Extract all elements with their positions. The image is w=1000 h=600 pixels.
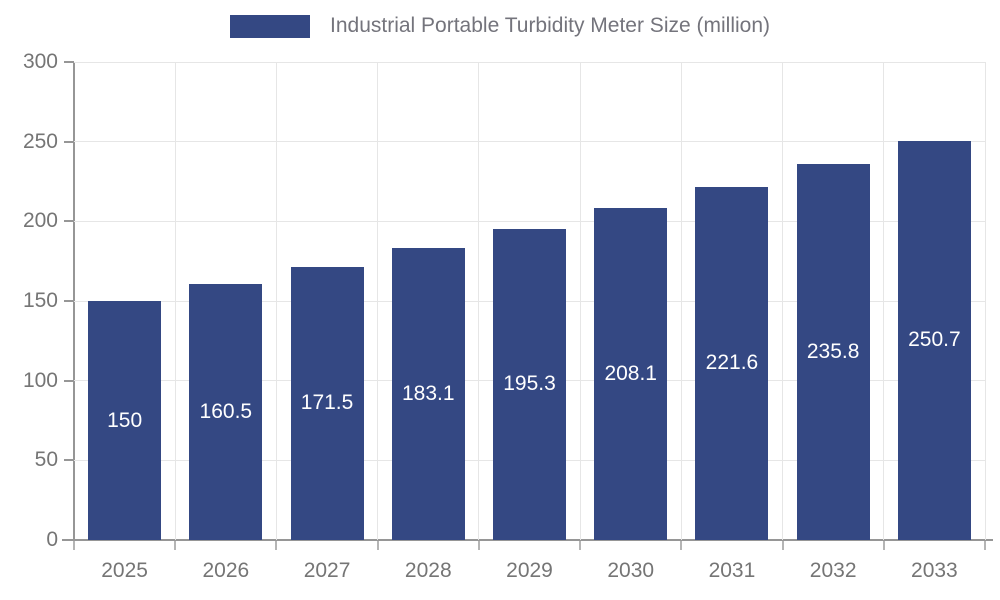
x-tick-label: 2031 <box>708 559 756 582</box>
gridline-vertical <box>984 62 986 540</box>
gridline-vertical <box>680 62 682 540</box>
bar-2025[interactable] <box>88 301 161 540</box>
x-axis-tick <box>579 541 582 550</box>
bar-value-label: 208.1 <box>604 362 657 386</box>
legend-label: Industrial Portable Turbidity Meter Size… <box>330 14 770 37</box>
bar-value-label: 195.3 <box>503 372 556 396</box>
y-axis-tick <box>64 300 74 302</box>
gridline-horizontal <box>74 61 985 63</box>
gridline-horizontal <box>74 220 985 222</box>
bar-2026[interactable] <box>189 284 262 540</box>
bar-value-label: 171.5 <box>300 391 354 415</box>
legend-swatch[interactable] <box>230 14 310 38</box>
x-axis-tick <box>477 541 480 550</box>
x-axis-tick <box>882 541 885 550</box>
y-axis-tick <box>64 539 74 541</box>
x-axis-tick <box>73 541 75 550</box>
legend[interactable]: Industrial Portable Turbidity Meter Size… <box>0 14 1000 38</box>
gridline-vertical <box>377 62 379 540</box>
bar-value-label: 250.7 <box>908 328 961 352</box>
x-tick-label: 2033 <box>911 559 958 582</box>
y-axis-tick <box>64 140 74 143</box>
x-tick-label: 2027 <box>303 559 351 582</box>
bar-2028[interactable] <box>392 248 465 540</box>
gridline-vertical <box>174 62 176 540</box>
y-tick-label: 300 <box>22 50 58 73</box>
plot-area: 0 50 100 150 200 250 300 150 2025 160.5 2026 171.5 2… <box>23 50 993 582</box>
x-axis-line <box>62 539 993 541</box>
x-tick-label: 2026 <box>202 559 250 582</box>
x-axis-tick <box>781 541 784 550</box>
y-axis-tick <box>64 379 74 382</box>
x-axis-tick <box>680 541 683 550</box>
bar-2031[interactable] <box>695 187 768 540</box>
x-tick-label: 2025 <box>101 559 148 582</box>
bar-2029[interactable] <box>493 229 566 540</box>
bar-value-label: 221.6 <box>705 351 759 375</box>
gridline-vertical <box>883 62 885 540</box>
x-tick-label: 2030 <box>607 559 655 582</box>
x-tick-label: 2029 <box>506 559 553 582</box>
bar-2033[interactable] <box>898 141 971 540</box>
bar-value-label: 235.8 <box>806 340 860 364</box>
gridline-horizontal <box>74 141 985 143</box>
x-axis-tick <box>174 541 177 550</box>
x-tick-label: 2028 <box>404 559 452 582</box>
x-axis-tick <box>275 541 278 550</box>
y-tick-label: 250 <box>22 129 58 153</box>
gridline-vertical <box>478 62 480 540</box>
x-axis-tick <box>376 541 379 550</box>
y-tick-label: 200 <box>22 209 58 233</box>
bar-2027[interactable] <box>291 267 364 540</box>
gridline-vertical <box>275 62 277 540</box>
bar-value-label: 183.1 <box>401 382 455 406</box>
bar-2030[interactable] <box>594 208 667 540</box>
y-tick-label: 100 <box>22 368 58 392</box>
y-axis-tick <box>64 220 74 223</box>
x-axis-tick <box>984 541 986 550</box>
bar-2032[interactable] <box>797 164 870 540</box>
y-axis-tick <box>64 459 74 462</box>
bar-value-label: 160.5 <box>199 400 253 424</box>
y-axis-tick <box>64 61 74 63</box>
y-tick-label: 0 <box>46 528 58 551</box>
x-tick-label: 2032 <box>809 559 857 582</box>
bar-value-label: 150 <box>107 408 143 432</box>
gridline-vertical <box>579 62 581 540</box>
y-tick-label: 150 <box>22 289 58 312</box>
y-tick-label: 50 <box>34 448 58 472</box>
gridline-vertical <box>782 62 784 540</box>
